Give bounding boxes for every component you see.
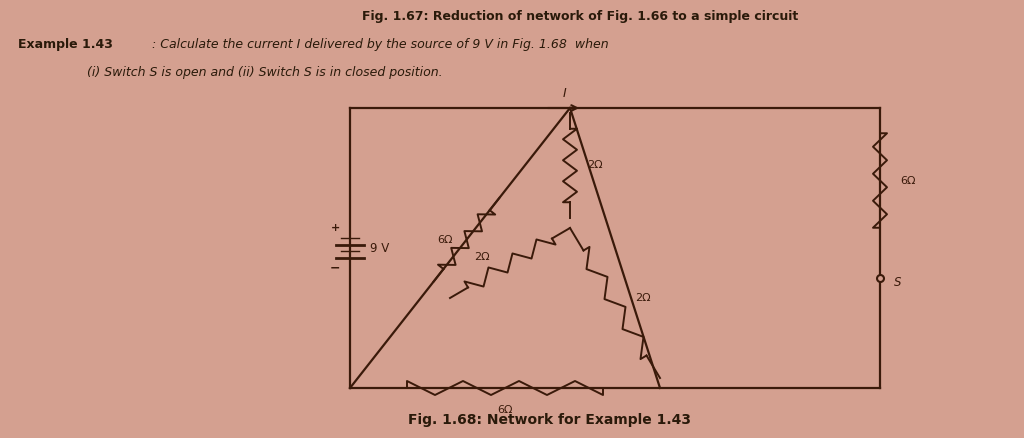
Text: 2Ω: 2Ω [635,293,651,303]
Text: +: + [331,223,340,233]
Text: 9 V: 9 V [370,241,389,254]
Text: 6Ω: 6Ω [900,176,915,186]
Text: S: S [894,276,901,290]
Text: : Calculate the current I delivered by the source of 9 V in Fig. 1.68  when: : Calculate the current I delivered by t… [148,38,608,51]
Text: Fig. 1.68: Network for Example 1.43: Fig. 1.68: Network for Example 1.43 [409,413,691,427]
Text: 6Ω: 6Ω [437,235,453,244]
Text: 2Ω: 2Ω [474,252,489,262]
Text: 6Ω: 6Ω [498,405,513,415]
Text: (i) Switch S is open and (ii) Switch S is in closed position.: (i) Switch S is open and (ii) Switch S i… [55,66,442,79]
Text: I: I [563,87,567,100]
Text: Example 1.43: Example 1.43 [18,38,113,51]
Text: 2Ω: 2Ω [587,160,603,170]
Text: −: − [330,261,340,275]
Text: Fig. 1.67: Reduction of network of Fig. 1.66 to a simple circuit: Fig. 1.67: Reduction of network of Fig. … [361,10,798,23]
